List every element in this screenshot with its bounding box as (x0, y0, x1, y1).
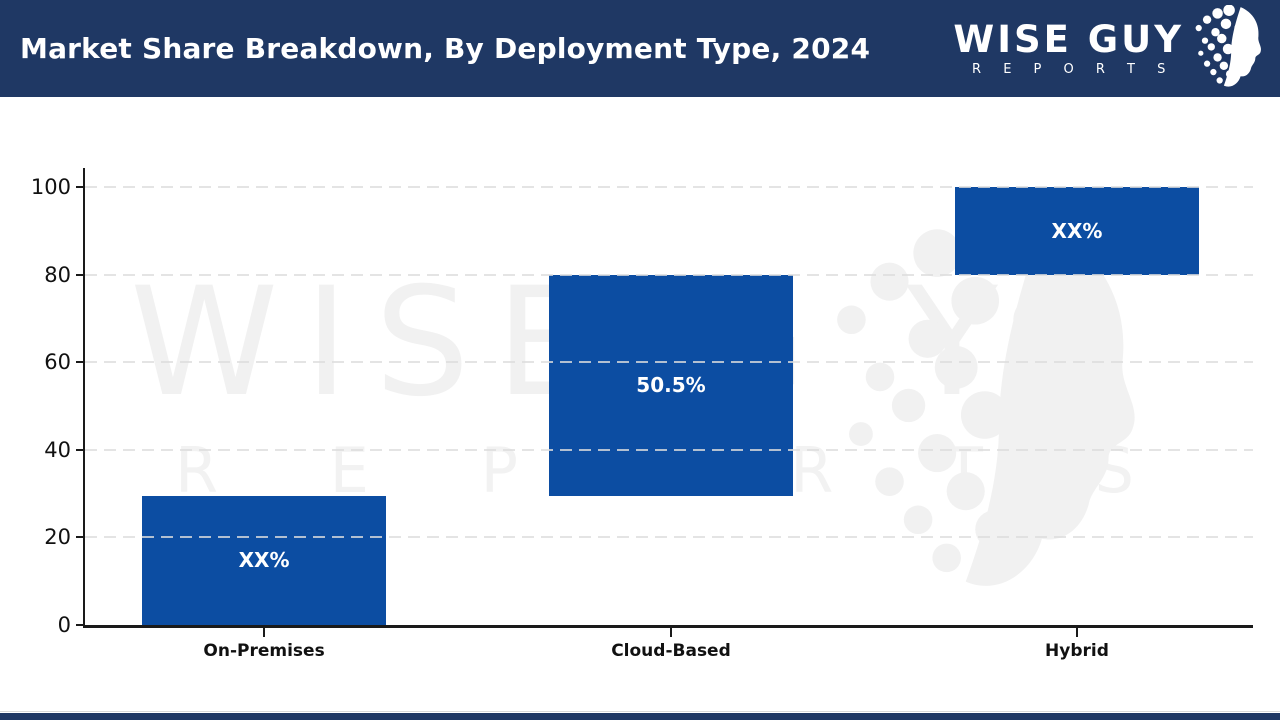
y-axis-tick-label: 100 (30, 175, 71, 199)
y-axis-tick-label: 80 (44, 262, 71, 287)
x-axis-tick (1075, 628, 1078, 637)
bar-value-label: 50.5% (636, 373, 706, 398)
y-axis-tick (76, 624, 85, 626)
watermark-face-dots-icon (837, 215, 1135, 586)
gridline-y80 (85, 273, 1253, 276)
y-axis-tick-label: 60 (44, 350, 71, 375)
y-axis-tick (76, 536, 85, 539)
y-axis-tick (76, 448, 85, 451)
face-dots-logo-icon (1195, 4, 1262, 87)
gridline-y40 (85, 448, 1253, 451)
x-axis-tick (263, 628, 266, 637)
x-axis-line (83, 625, 1253, 628)
bar-on-premises (142, 495, 387, 625)
gridline-y20 (85, 536, 1253, 539)
y-axis-tick (76, 273, 85, 276)
y-axis-tick-label: 40 (44, 437, 71, 462)
y-axis-tick (76, 361, 85, 364)
y-axis-tick-label: 0 (57, 613, 71, 637)
bar-hybrid (954, 187, 1199, 275)
x-axis-tick (669, 628, 672, 637)
category-label: Hybrid (1045, 641, 1109, 661)
bar-cloud-based (548, 274, 793, 496)
bottom-hairline (0, 711, 1280, 712)
y-axis-line (83, 168, 85, 628)
header-band: Market Share Breakdown, By Deployment Ty… (0, 0, 1280, 97)
category-label: Cloud-Based (611, 641, 731, 661)
gridline-y60 (85, 361, 1253, 364)
bar-value-label: XX% (1051, 218, 1103, 243)
brand-name: WISE GUY (953, 17, 1184, 61)
bar-value-label: XX% (238, 548, 290, 573)
brand-subname: R E P O R T S (972, 61, 1175, 77)
chart-title: Market Share Breakdown, By Deployment Ty… (20, 32, 871, 65)
gridline-y100 (85, 186, 1253, 188)
y-axis-tick-label: 20 (44, 525, 71, 550)
brand-logo-text: WISE GUY R E P O R T S (953, 21, 1184, 77)
y-axis-tick (76, 186, 85, 188)
brand-logo: WISE GUY R E P O R T S (953, 4, 1266, 93)
footer-band (0, 713, 1280, 720)
category-label: On-Premises (203, 641, 325, 661)
